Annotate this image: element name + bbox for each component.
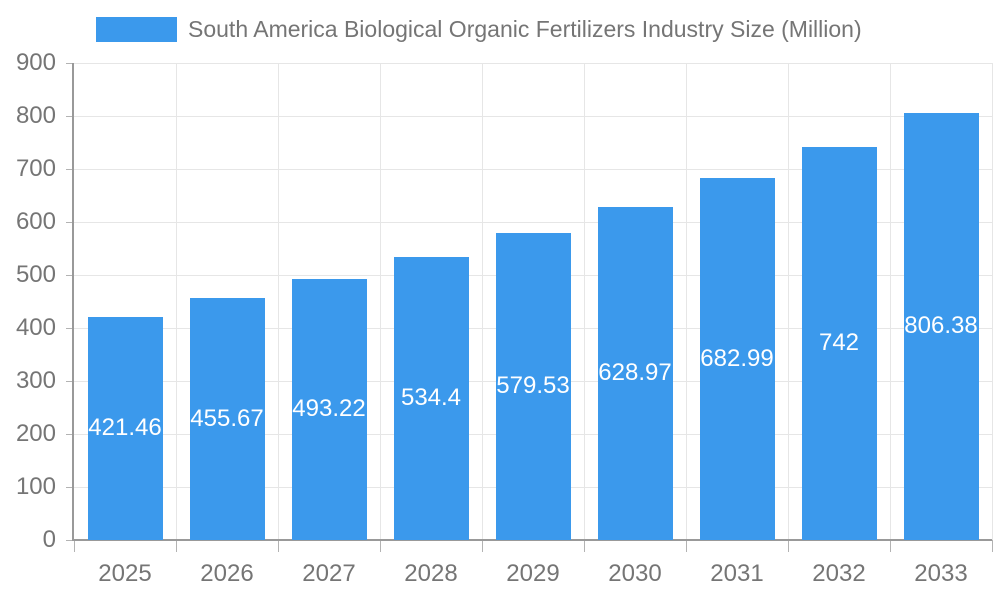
bar-value-label: 742 <box>818 329 860 357</box>
y-tick-label: 800 <box>15 102 56 129</box>
y-tick-label: 200 <box>15 420 56 447</box>
bar-value-label: 806.38 <box>904 312 978 340</box>
x-tick-label: 2033 <box>914 560 968 587</box>
gridline-vertical <box>481 63 483 540</box>
legend-swatch <box>96 17 177 42</box>
gridline-horizontal <box>74 168 992 170</box>
bar-value-label: 534.4 <box>400 384 462 412</box>
x-axis-line <box>72 539 992 541</box>
bar <box>597 206 673 540</box>
x-tick-label: 2025 <box>98 560 152 587</box>
legend-item[interactable]: South America Biological Organic Fertili… <box>96 16 862 43</box>
x-tick-label: 2028 <box>404 560 458 587</box>
bar <box>801 146 877 540</box>
x-tick-label: 2031 <box>710 560 764 587</box>
gridline-vertical <box>175 63 177 540</box>
y-axis-tick <box>66 274 74 276</box>
gridline-vertical <box>991 63 993 540</box>
y-axis-tick <box>66 221 74 223</box>
y-tick-label: 100 <box>15 473 56 500</box>
x-tick-label: 2032 <box>812 560 866 587</box>
y-tick-label: 700 <box>15 155 56 182</box>
y-tick-label: 600 <box>15 208 56 235</box>
y-tick-label: 400 <box>15 314 56 341</box>
bar-value-label: 682.99 <box>700 345 774 372</box>
x-axis-tick <box>991 540 993 552</box>
bar-value-label: 421.46 <box>88 414 162 442</box>
bar <box>393 256 469 540</box>
y-axis-tick <box>66 433 74 435</box>
y-axis-tick <box>66 539 74 541</box>
bar <box>189 298 265 540</box>
gridline-horizontal <box>74 221 992 223</box>
gridline-horizontal <box>74 115 992 117</box>
y-axis-line <box>72 63 74 540</box>
gridline-vertical <box>787 63 789 540</box>
x-axis-tick <box>175 540 177 552</box>
bar <box>495 232 571 540</box>
x-axis-tick <box>277 540 279 552</box>
y-axis-tick <box>66 168 74 170</box>
bar <box>699 178 775 540</box>
x-axis-tick <box>481 540 483 552</box>
x-axis-tick <box>889 540 891 552</box>
x-tick-label: 2026 <box>200 560 254 587</box>
gridline-vertical <box>583 63 585 540</box>
gridline-vertical <box>277 63 279 540</box>
y-axis-tick <box>66 486 74 488</box>
gridline-horizontal <box>74 62 992 64</box>
bar <box>903 112 979 540</box>
x-axis-tick <box>379 540 381 552</box>
y-tick-label: 500 <box>15 261 56 288</box>
bar <box>87 316 163 540</box>
y-axis-tick <box>66 380 74 382</box>
gridline-vertical <box>685 63 687 540</box>
y-axis-tick <box>66 327 74 329</box>
bar <box>291 278 367 540</box>
x-tick-label: 2030 <box>608 560 662 587</box>
gridline-vertical <box>379 63 381 540</box>
x-axis-tick <box>583 540 585 552</box>
y-tick-label: 300 <box>15 367 56 394</box>
bar-value-label: 455.67 <box>190 405 264 433</box>
bar-value-label: 579.53 <box>496 372 570 400</box>
bar-value-label: 493.22 <box>292 395 366 423</box>
x-tick-label: 2027 <box>302 560 356 587</box>
y-tick-label: 900 <box>15 49 56 76</box>
bar-value-label: 628.97 <box>598 359 672 387</box>
gridline-vertical <box>889 63 891 540</box>
x-axis-tick <box>73 540 75 552</box>
y-axis-tick <box>66 62 74 64</box>
y-tick-label: 0 <box>42 526 56 553</box>
y-axis-tick <box>66 115 74 117</box>
x-axis-tick <box>787 540 789 552</box>
chart-title: South America Biological Organic Fertili… <box>188 16 862 42</box>
x-axis-tick <box>685 540 687 552</box>
x-tick-label: 2029 <box>506 560 560 587</box>
